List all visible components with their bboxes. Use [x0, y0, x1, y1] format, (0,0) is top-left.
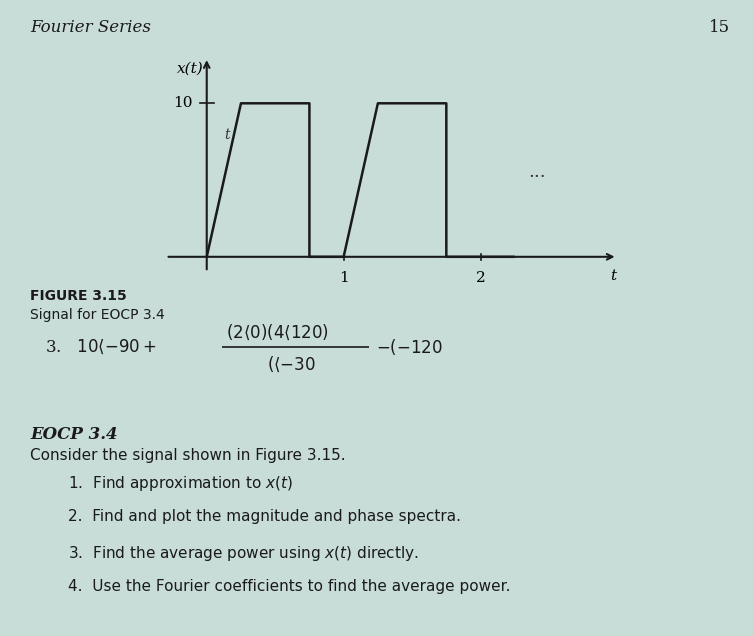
Text: 2.  Find and plot the magnitude and phase spectra.: 2. Find and plot the magnitude and phase…	[68, 509, 461, 524]
Text: t: t	[224, 128, 230, 142]
Text: Fourier Series: Fourier Series	[30, 19, 151, 36]
Text: EOCP 3.4: EOCP 3.4	[30, 426, 117, 443]
Text: ...: ...	[529, 163, 546, 181]
Text: Consider the signal shown in Figure 3.15.: Consider the signal shown in Figure 3.15…	[30, 448, 346, 464]
Text: 10: 10	[173, 96, 193, 110]
Text: $(\langle{-30}$: $(\langle{-30}$	[267, 355, 316, 374]
Text: 4.  Use the Fourier coefficients to find the average power.: 4. Use the Fourier coefficients to find …	[68, 579, 511, 594]
Text: 2: 2	[476, 271, 486, 285]
Text: $(2\langle 0)(4\langle 120)$: $(2\langle 0)(4\langle 120)$	[226, 322, 329, 342]
Text: Signal for EOCP 3.4: Signal for EOCP 3.4	[30, 308, 165, 322]
Text: FIGURE 3.15: FIGURE 3.15	[30, 289, 127, 303]
Text: x(t): x(t)	[177, 62, 204, 76]
Text: $- (-120$: $- (-120$	[376, 336, 444, 357]
Text: 3.   $10\langle{-90} +$: 3. $10\langle{-90} +$	[45, 338, 157, 356]
Text: 1.  Find approximation to $x(t)$: 1. Find approximation to $x(t)$	[68, 474, 293, 493]
Text: 1: 1	[339, 271, 349, 285]
Text: 15: 15	[709, 19, 730, 36]
Text: t: t	[611, 269, 617, 283]
Text: 3.  Find the average power using $x(t)$ directly.: 3. Find the average power using $x(t)$ d…	[68, 544, 419, 563]
